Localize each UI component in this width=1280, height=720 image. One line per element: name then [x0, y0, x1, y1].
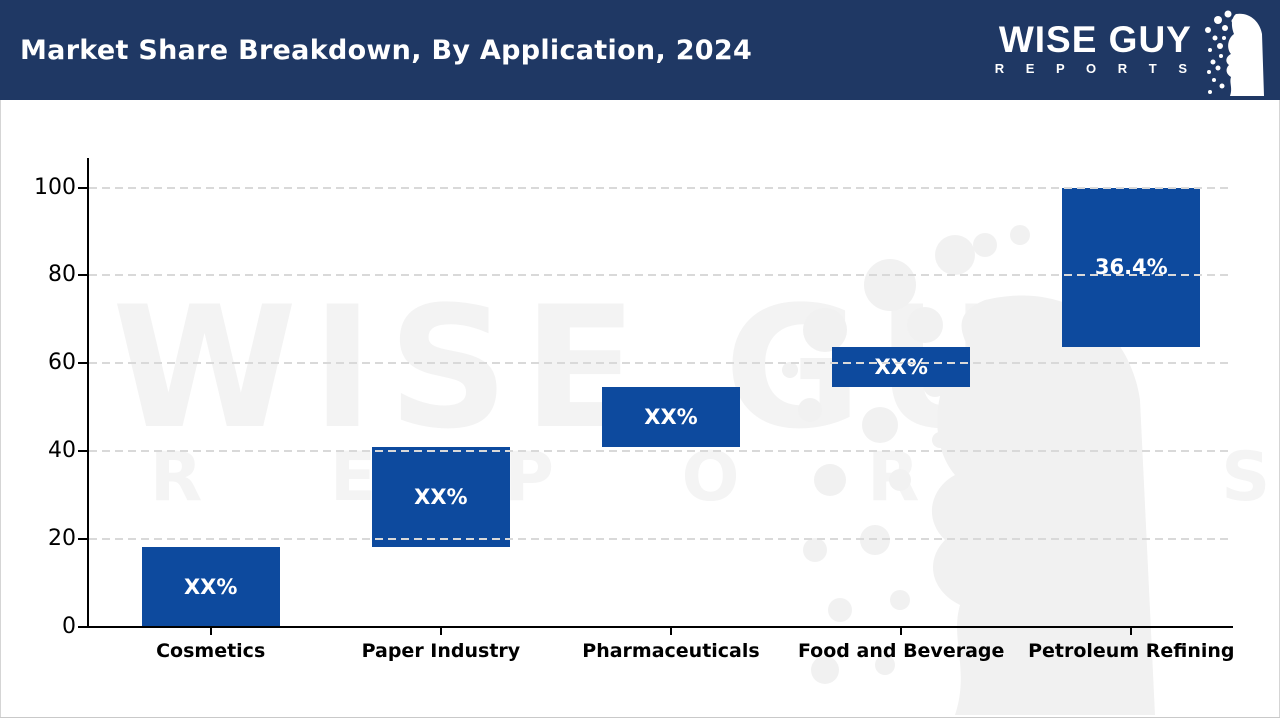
brand-name: WISE GUY — [998, 19, 1192, 60]
bar-value-label-cosmetics: XX% — [183, 574, 238, 599]
gridline-80 — [89, 274, 1233, 277]
y-tick-label-0: 0 — [62, 613, 76, 639]
x-category-label-food-and-beverage: Food and Beverage — [797, 640, 1005, 662]
y-tick-mark-0 — [78, 625, 87, 628]
x-category-label-paper-industry: Paper Industry — [361, 640, 521, 662]
watermark-face-icon — [782, 225, 1155, 715]
bar-value-label-pharmaceuticals: XX% — [644, 404, 698, 429]
x-axis-line — [87, 626, 1233, 628]
bar-value-label-paper-industry: XX% — [414, 484, 468, 509]
bar-cosmetics: XX% — [141, 546, 280, 627]
y-tick-mark-100 — [78, 186, 87, 189]
bar-food-and-beverage: XX% — [832, 347, 971, 387]
gridline-20 — [89, 537, 1233, 540]
bottom-edge-line — [0, 717, 1280, 718]
y-tick-label-80: 80 — [48, 262, 76, 288]
page-title: Market Share Breakdown, By Application, … — [20, 34, 753, 66]
dotted-face-profile-icon — [1205, 10, 1264, 96]
y-tick-mark-20 — [78, 537, 87, 540]
x-category-label-petroleum-refining: Petroleum Refining — [1028, 640, 1235, 662]
y-tick-label-60: 60 — [48, 350, 76, 376]
y-axis-line — [87, 158, 89, 628]
gridline-100 — [89, 186, 1233, 189]
y-tick-label-40: 40 — [48, 437, 76, 463]
y-tick-mark-80 — [78, 274, 87, 277]
gridline-40 — [89, 449, 1233, 452]
header-bar: Market Share Breakdown, By Application, … — [0, 0, 1280, 100]
left-edge-line — [0, 100, 1, 718]
y-tick-mark-40 — [78, 449, 87, 452]
x-tick-mark-paper-industry — [439, 628, 442, 635]
x-tick-mark-petroleum-refining — [1130, 628, 1133, 635]
x-category-label-cosmetics: Cosmetics — [156, 640, 266, 662]
y-tick-mark-60 — [78, 362, 87, 365]
bar-petroleum-refining: 36.4% — [1062, 187, 1201, 348]
brand-subtitle: R E P O R T S — [994, 61, 1196, 76]
bar-value-label-food-and-beverage: XX% — [874, 355, 928, 380]
bar-pharmaceuticals: XX% — [602, 386, 740, 447]
gridline-60 — [89, 362, 1233, 365]
x-tick-mark-food-and-beverage — [900, 628, 903, 635]
brand-logo-text: WISE GUY R E P O R T S — [995, 20, 1196, 78]
x-tick-mark-cosmetics — [209, 628, 212, 635]
x-category-label-pharmaceuticals: Pharmaceuticals — [582, 640, 760, 662]
bar-paper-industry: XX% — [371, 446, 510, 547]
brand-logo: WISE GUY R E P O R T S — [995, 6, 1268, 96]
x-tick-mark-pharmaceuticals — [670, 628, 672, 635]
y-tick-label-20: 20 — [48, 525, 76, 551]
y-tick-label-100: 100 — [34, 174, 76, 200]
